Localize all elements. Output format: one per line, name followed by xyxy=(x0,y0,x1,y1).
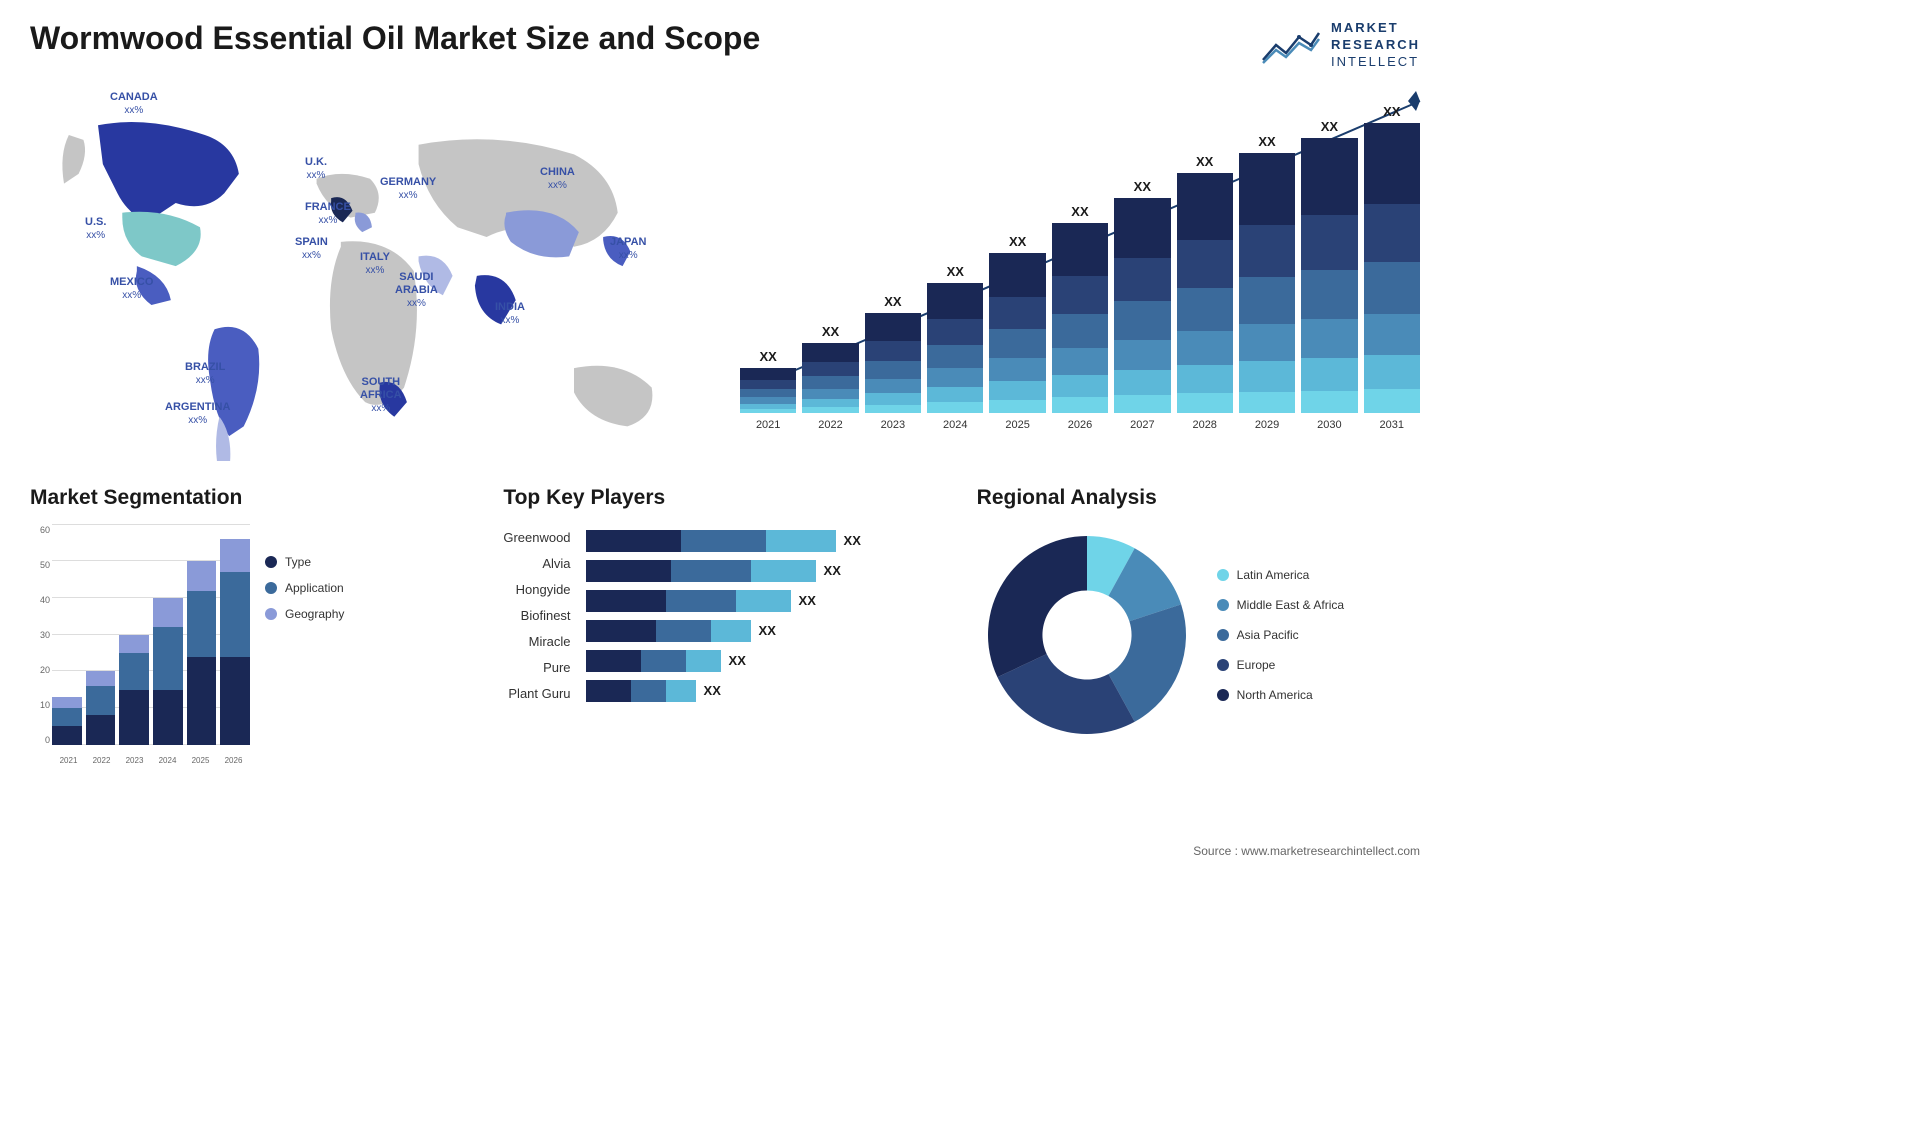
map-label: ITALYxx% xyxy=(360,251,390,277)
player-bar: XX xyxy=(586,650,861,672)
seg-bar xyxy=(187,561,217,744)
legend-item: Latin America xyxy=(1217,568,1344,582)
logo-line1: MARKET xyxy=(1331,20,1420,37)
legend-item: Middle East & Africa xyxy=(1217,598,1344,612)
map-label: MEXICOxx% xyxy=(110,276,153,302)
player-bar: XX xyxy=(586,680,861,702)
growth-bar: XX2028 xyxy=(1177,154,1233,431)
brand-logo: MARKET RESEARCH INTELLECT xyxy=(1261,20,1420,71)
growth-chart: XX2021XX2022XX2023XX2024XX2025XX2026XX20… xyxy=(740,81,1420,461)
players-section: Top Key Players Greenwood Alvia Hongyide Bi… xyxy=(503,486,946,765)
seg-bar xyxy=(220,539,250,744)
player-bar: XX xyxy=(586,590,861,612)
legend-item: Asia Pacific xyxy=(1217,628,1344,642)
growth-bar: XX2024 xyxy=(927,264,983,431)
map-label: SAUDIARABIAxx% xyxy=(395,271,438,311)
map-label: SPAINxx% xyxy=(295,236,328,262)
segmentation-legend: Type Application Geography xyxy=(265,525,344,765)
map-label: GERMANYxx% xyxy=(380,176,436,202)
map-label: FRANCExx% xyxy=(305,201,351,227)
player-name: Hongyide xyxy=(516,582,571,597)
player-name: Miracle xyxy=(529,634,571,649)
growth-bar: XX2023 xyxy=(865,294,921,431)
map-label: CHINAxx% xyxy=(540,166,575,192)
map-label: SOUTHAFRICAxx% xyxy=(360,376,402,416)
map-label: U.S.xx% xyxy=(85,216,106,242)
player-name: Biofinest xyxy=(521,608,571,623)
regional-legend: Latin America Middle East & Africa Asia Pa… xyxy=(1217,568,1344,702)
legend-item: Europe xyxy=(1217,658,1344,672)
segmentation-title: Market Segmentation xyxy=(30,486,473,510)
player-bar: XX xyxy=(586,620,861,642)
player-bar: XX xyxy=(586,560,861,582)
logo-line3: INTELLECT xyxy=(1331,54,1420,71)
world-map-section: CANADAxx% U.S.xx% MEXICOxx% BRAZILxx% ARGENT… xyxy=(30,81,710,461)
growth-bar: XX2031 xyxy=(1364,104,1420,431)
legend-item: North America xyxy=(1217,688,1344,702)
players-title: Top Key Players xyxy=(503,486,946,510)
regional-title: Regional Analysis xyxy=(977,486,1420,510)
player-name: Plant Guru xyxy=(508,686,570,701)
seg-bar xyxy=(119,635,149,745)
growth-bar: XX2025 xyxy=(989,234,1045,431)
source-text: Source : www.marketresearchintellect.com xyxy=(1193,844,1420,858)
regional-donut xyxy=(977,525,1197,745)
map-label: CANADAxx% xyxy=(110,91,158,117)
map-label: INDIAxx% xyxy=(495,301,525,327)
legend-item: Geography xyxy=(265,607,344,621)
player-name: Greenwood xyxy=(503,530,570,545)
legend-item: Type xyxy=(265,555,344,569)
segmentation-chart: 6050403020100 202120222023202420252026 xyxy=(30,525,250,765)
legend-item: Application xyxy=(265,581,344,595)
growth-bar: XX2022 xyxy=(802,324,858,431)
growth-bar: XX2026 xyxy=(1052,204,1108,431)
map-label: ARGENTINAxx% xyxy=(165,401,230,427)
seg-bar xyxy=(86,671,116,744)
growth-bar: XX2021 xyxy=(740,349,796,431)
seg-bar xyxy=(52,697,82,745)
logo-line2: RESEARCH xyxy=(1331,37,1420,54)
segmentation-section: Market Segmentation 6050403020100 202120… xyxy=(30,486,473,765)
player-name: Pure xyxy=(543,660,570,675)
growth-bar: XX2030 xyxy=(1301,119,1357,431)
donut-slice xyxy=(988,536,1087,677)
growth-bar: XX2029 xyxy=(1239,134,1295,431)
logo-chart-icon xyxy=(1261,25,1321,65)
map-label: BRAZILxx% xyxy=(185,361,225,387)
player-name: Alvia xyxy=(542,556,570,571)
map-label: U.K.xx% xyxy=(305,156,327,182)
player-bar: XX xyxy=(586,530,861,552)
map-label: JAPANxx% xyxy=(610,236,646,262)
seg-bar xyxy=(153,598,183,745)
page-title: Wormwood Essential Oil Market Size and S… xyxy=(30,20,760,57)
regional-section: Regional Analysis Latin America Middle Ea… xyxy=(977,486,1420,765)
growth-bar: XX2027 xyxy=(1114,179,1170,431)
